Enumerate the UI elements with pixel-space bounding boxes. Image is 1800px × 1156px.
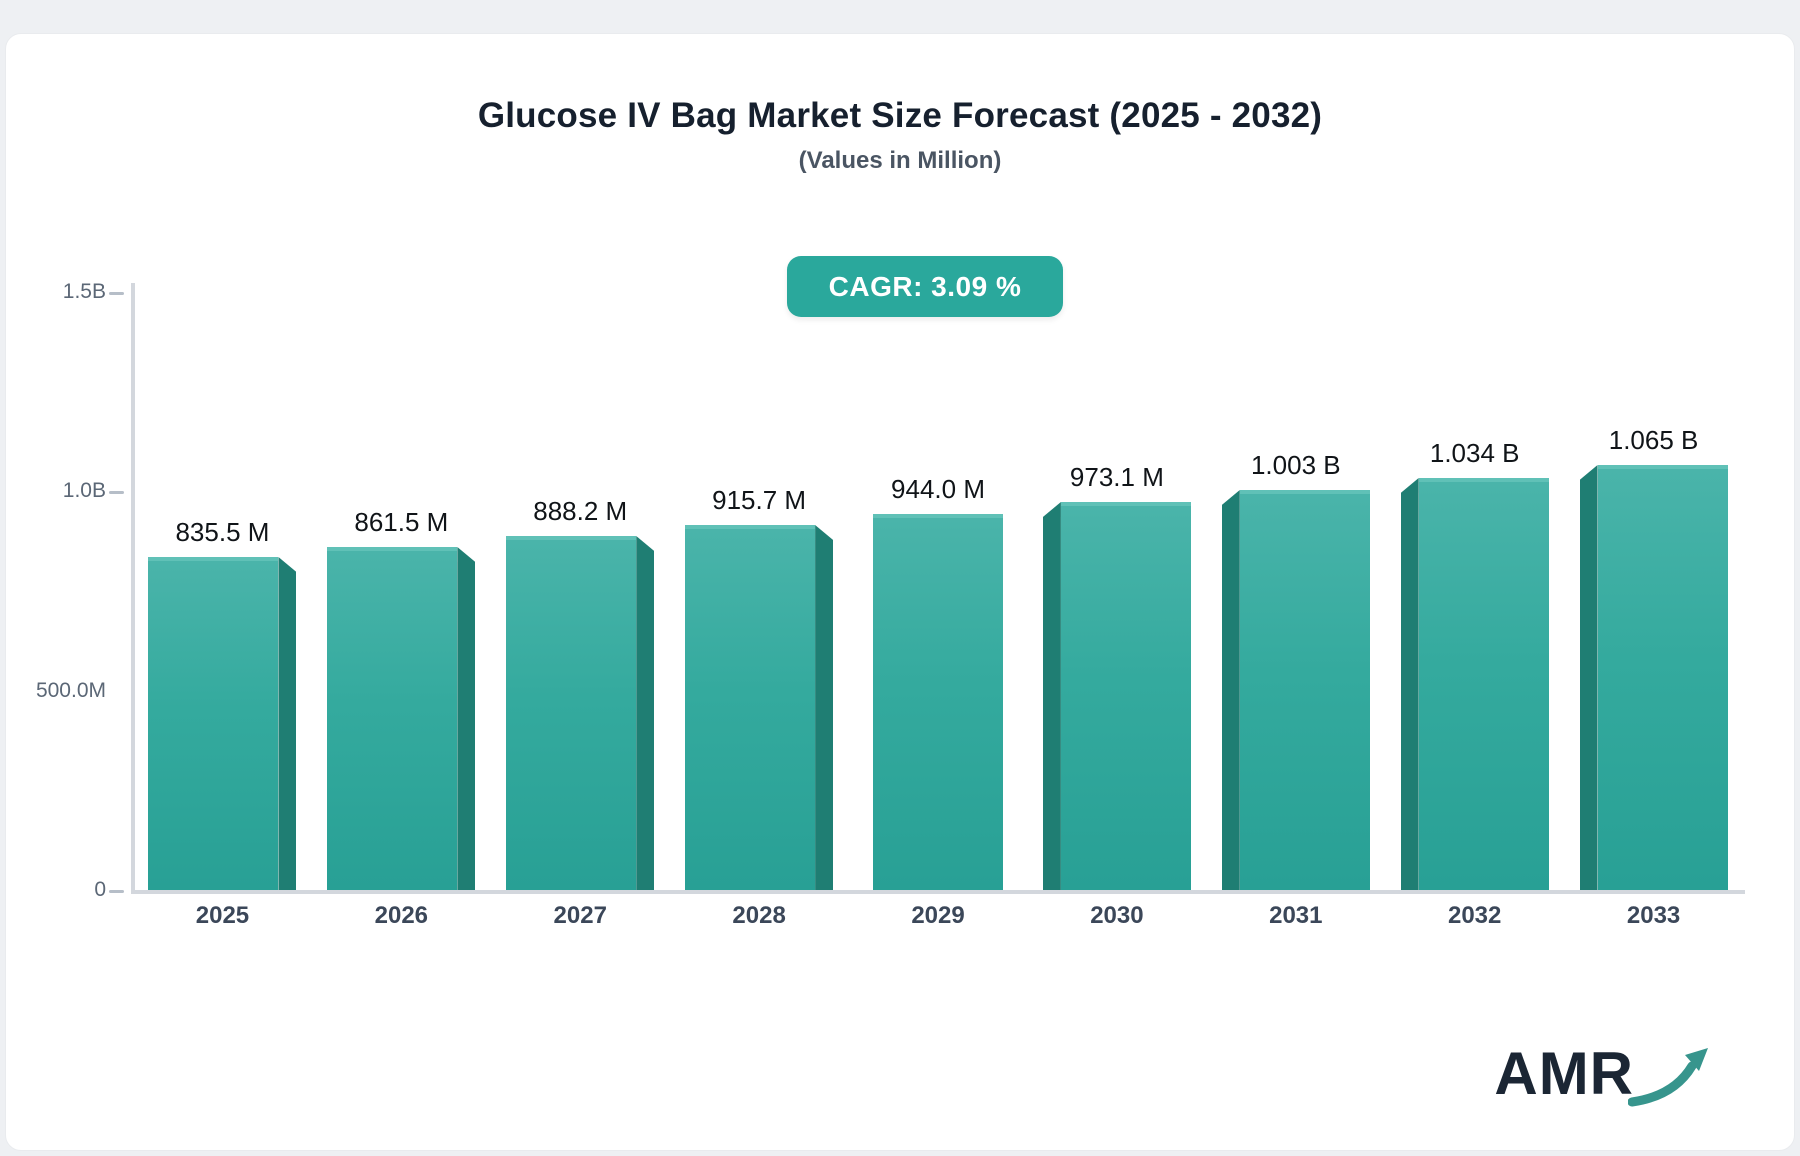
bar-value-label-2033: 1.065 B bbox=[1608, 425, 1699, 455]
x-axis-label-2029: 2029 bbox=[911, 902, 965, 929]
bar-front-face-2031 bbox=[1239, 490, 1370, 890]
bar-slot-2027: 888.2 M 2027 bbox=[491, 250, 670, 929]
plot-area: 835.5 M 2025 861.5 M 2026 888.2 M 2027 915.7 M… bbox=[133, 250, 1743, 929]
bar-slot-2033: 1.065 B 2033 bbox=[1564, 250, 1743, 929]
x-axis-label-2031: 2031 bbox=[1269, 902, 1323, 929]
bar-slot-2026: 861.5 M 2026 bbox=[312, 250, 491, 929]
bar-side-face-2033 bbox=[1579, 465, 1598, 890]
x-axis-label-2028: 2028 bbox=[732, 902, 786, 929]
bar-2031 bbox=[1221, 490, 1370, 890]
bar-slot-2032: 1.034 B 2032 bbox=[1385, 250, 1564, 929]
y-tick-mark bbox=[109, 491, 124, 495]
bar-2033 bbox=[1579, 465, 1728, 890]
y-tick-mark bbox=[109, 292, 124, 295]
bar-value-label-2032: 1.034 B bbox=[1429, 438, 1520, 468]
bar-value-label-2027: 888.2 M bbox=[533, 496, 628, 526]
bar-front-face-2032 bbox=[1418, 478, 1549, 890]
x-axis-label-2026: 2026 bbox=[374, 902, 429, 929]
y-tick-mark bbox=[109, 890, 124, 893]
chart-title: Glucose IV Bag Market Size Forecast (202… bbox=[477, 96, 1323, 135]
bar-2028 bbox=[685, 525, 834, 890]
bar-value-label-2028: 915.7 M bbox=[712, 485, 807, 515]
amr-logo-text: AMR bbox=[1494, 1040, 1634, 1107]
y-tick-label-500.0M: 500.0M bbox=[35, 678, 106, 702]
bar-slot-2029: 944.0 M 2029 bbox=[849, 250, 1028, 929]
bar-2026 bbox=[327, 547, 476, 890]
bar-value-label-2030: 973.1 M bbox=[1069, 462, 1164, 492]
bar-front-face-2033 bbox=[1597, 465, 1728, 890]
bar-front-face-2028 bbox=[685, 525, 816, 890]
bar-2030 bbox=[1042, 502, 1191, 890]
bar-2027 bbox=[506, 536, 655, 890]
x-axis-baseline bbox=[131, 890, 1745, 894]
bar-front-face-2029 bbox=[873, 514, 1003, 890]
bar-front-face-2026 bbox=[327, 547, 458, 890]
bar-2029 bbox=[873, 514, 1003, 890]
y-tick-label-0: 0 bbox=[94, 878, 106, 901]
growth-arrow-icon bbox=[1628, 1047, 1708, 1106]
x-axis-label-2033: 2033 bbox=[1626, 902, 1681, 929]
x-axis-label-2027: 2027 bbox=[553, 902, 607, 929]
bar-slot-2031: 1.003 B 2031 bbox=[1206, 250, 1385, 929]
bar-side-face-2027 bbox=[636, 536, 655, 890]
bar-value-label-2025: 835.5 M bbox=[175, 517, 270, 547]
bar-value-label-2031: 1.003 B bbox=[1250, 450, 1341, 480]
bar-side-face-2032 bbox=[1400, 478, 1419, 890]
bar-side-face-2025 bbox=[278, 557, 297, 890]
bar-value-label-2026: 861.5 M bbox=[354, 507, 449, 537]
bar-slot-2028: 915.7 M 2028 bbox=[670, 250, 849, 929]
chart-subtitle: (Values in Million) bbox=[798, 147, 1002, 174]
bar-slot-2025: 835.5 M 2025 bbox=[133, 250, 312, 929]
x-axis-label-2025: 2025 bbox=[195, 902, 250, 929]
bar-slot-2030: 973.1 M 2030 bbox=[1027, 250, 1206, 929]
bar-value-label-2029: 944.0 M bbox=[891, 474, 985, 504]
bar-side-face-2031 bbox=[1221, 490, 1240, 890]
cagr-badge-label: CAGR: 3.09 % bbox=[828, 270, 1022, 302]
y-tick-label-1.5B: 1.5B bbox=[62, 280, 106, 303]
y-axis-line bbox=[131, 283, 135, 894]
bar-2025 bbox=[148, 557, 297, 890]
bar-side-face-2028 bbox=[815, 525, 834, 890]
y-tick-label-1.0B: 1.0B bbox=[62, 479, 106, 503]
bar-front-face-2027 bbox=[506, 536, 637, 890]
bar-side-face-2030 bbox=[1042, 502, 1061, 890]
bar-front-face-2025 bbox=[148, 557, 279, 890]
x-axis-label-2032: 2032 bbox=[1447, 902, 1502, 929]
bar-front-face-2030 bbox=[1060, 502, 1191, 890]
x-axis-label-2030: 2030 bbox=[1090, 902, 1144, 929]
amr-logo: AMR bbox=[1494, 1039, 1712, 1108]
cagr-badge: CAGR: 3.09 % bbox=[787, 256, 1063, 317]
bar-side-face-2026 bbox=[457, 547, 476, 890]
bar-2032 bbox=[1400, 478, 1549, 890]
